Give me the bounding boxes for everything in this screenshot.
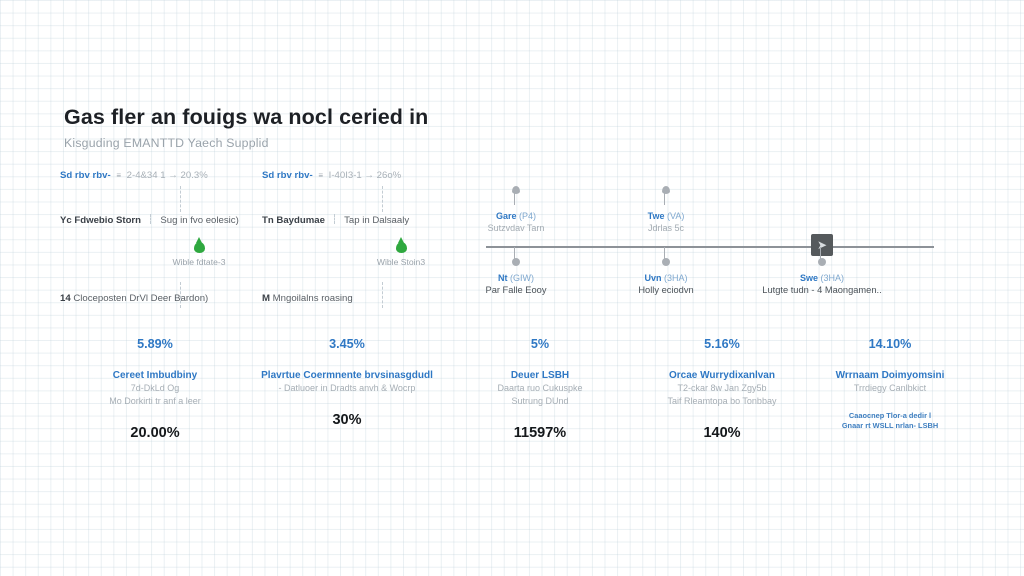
timeline-node-sub: Sutzvdav Tarn <box>487 223 545 233</box>
pin-marker-icon <box>662 247 670 266</box>
flow-row-3: M Mngoilalns roasing <box>262 293 562 305</box>
metric-block[interactable]: 5.89% Cereet Imbudbiny 7d-DkLd Og Mo Dor… <box>55 336 255 442</box>
flow-row-text: Cloceposten DrVl Deer Bardon) <box>73 293 209 304</box>
flow-pin-label: Wible fdtate-3 <box>172 257 226 267</box>
metric-percent: 3.45% <box>329 337 365 351</box>
timeline-node-key: Nt (GIW) <box>497 273 534 283</box>
metric-block[interactable]: 3.45% Plavrtue Coermnente brvsinasgdudl … <box>247 336 447 429</box>
flow-header-key: Sd rbv rbv- <box>262 170 313 181</box>
green-droplet-icon <box>193 237 205 253</box>
flow-column-2: Sd rbv rbv- ≡ I-40I3-1 → 26o% Tn Bayduma… <box>262 170 562 308</box>
metric-subline: Mo Dorkirti tr anf a leer <box>109 396 201 406</box>
green-droplet-icon <box>395 237 407 253</box>
timeline-node-key: Swe (3HA) <box>799 273 845 283</box>
timeline: Gare (P4) Sutzvdav Tarn Twe (VA) Jdrlas … <box>470 186 970 306</box>
flow-row-text: Tap in Dalsaaly <box>344 215 410 226</box>
pin-marker-icon <box>512 247 520 266</box>
timeline-node-below[interactable]: Uvn (3HA) Holly eciodvn <box>591 247 741 296</box>
timeline-axis <box>486 246 934 248</box>
flow-row-lead: Yc Fdwebio Storn <box>60 215 142 226</box>
metric-percent: 14.10% <box>868 337 912 351</box>
pin-marker-icon <box>662 186 670 205</box>
flow-header-value: I-40I3-1 → 26o% <box>328 170 402 181</box>
metric-percent: 5% <box>530 337 550 351</box>
timeline-node-above[interactable]: Twe (VA) Jdrlas 5c <box>591 186 741 234</box>
metric-block[interactable]: 5% Deuer LSBH Daarta ruo Cukuspke Sutrun… <box>440 336 640 442</box>
timeline-node-below[interactable]: Swe (3HA) Lutgte tudn - 4 Maongamen.. <box>747 247 897 296</box>
timeline-node-desc: Holly eciodvn <box>638 285 694 295</box>
page-title: Gas fler an fouigs wa nocl ceried in <box>64 105 429 129</box>
metric-subline: T2-ckar 8w Jan Zgy5b <box>677 383 767 393</box>
flow-header-value: 2-4&34 1 → 20.3% <box>126 170 208 181</box>
page-subtitle: Kisguding EMANTTD Yaech Supplid <box>64 136 269 150</box>
timeline-node-key: Gare (P4) <box>495 211 537 221</box>
flow-row-lead: M <box>262 293 270 304</box>
list-icon: ≡ <box>318 171 323 180</box>
metric-value: 20.00% <box>130 425 180 441</box>
timeline-node-sub: Jdrlas 5c <box>647 223 684 233</box>
flow-connector-top <box>382 186 383 212</box>
flow-header-2: Sd rbv rbv- ≡ I-40I3-1 → 26o% <box>262 170 562 182</box>
timeline-node-key: Twe (VA) <box>647 211 685 221</box>
metric-heading: Orcae Wurrydixanlvan <box>669 370 775 381</box>
flow-row-1: Tn Baydumae Tap in Dalsaaly <box>262 214 562 227</box>
flow-divider <box>333 214 336 224</box>
flow-divider <box>149 214 152 224</box>
timeline-node-key: Uvn (3HA) <box>644 273 688 283</box>
metric-footnote: Caaocnep Tlor-a dedir l Gnaar rt WSLL nr… <box>841 411 939 430</box>
metric-subline: Daarta ruo Cukuspke <box>497 383 583 393</box>
flow-header-1: Sd rbv rbv- ≡ 2-4&34 1 → 20.3% <box>60 170 360 182</box>
metric-subline: Trrdiegy Canlbkict <box>853 383 927 393</box>
flow-row-text: Sug in fvo eolesic) <box>160 215 239 226</box>
flow-connector-bottom <box>180 282 181 308</box>
flow-header-key: Sd rbv rbv- <box>60 170 111 181</box>
metric-heading: Plavrtue Coermnente brvsinasgdudl <box>261 370 433 381</box>
flow-row-lead: 14 <box>60 293 71 304</box>
flow-connector-top <box>180 186 181 212</box>
metric-value: 11597% <box>513 425 567 441</box>
metric-heading: Wrrnaam Doimyomsini <box>835 370 945 381</box>
timeline-node-desc: Lutgte tudn - 4 Maongamen.. <box>762 285 882 295</box>
metric-subline: Sutrung DUnd <box>511 396 569 406</box>
metric-heading: Deuer LSBH <box>510 370 570 381</box>
pin-marker-icon <box>512 186 520 205</box>
flow-pin-2: Wible Stoin3 <box>346 237 456 267</box>
flow-row-text: Mngoilalns roasing <box>272 293 353 304</box>
metric-value: 30% <box>332 412 362 428</box>
flow-row-3: 14 Cloceposten DrVl Deer Bardon) <box>60 293 360 305</box>
metric-value: 140% <box>703 425 741 441</box>
flow-connector-bottom <box>382 282 383 308</box>
metric-subline: - Datluoer in Dradts anvh & Wocrp <box>278 383 416 393</box>
metric-subline: 7d-DkLd Og <box>130 383 180 393</box>
metric-percent: 5.16% <box>704 337 740 351</box>
flow-pin-1: Wible fdtate-3 <box>144 237 254 267</box>
timeline-node-desc: Par Falle Eooy <box>485 285 547 295</box>
timeline-node-above[interactable]: Gare (P4) Sutzvdav Tarn <box>441 186 591 234</box>
flow-pin-label: Wible Stoin3 <box>376 257 426 267</box>
metric-block[interactable]: 14.10% Wrrnaam Doimyomsini Trrdiegy Canl… <box>790 336 990 430</box>
chevron-badge[interactable]: ➤ <box>811 234 833 256</box>
timeline-node-below[interactable]: Nt (GIW) Par Falle Eooy <box>441 247 591 296</box>
list-icon: ≡ <box>116 171 121 180</box>
pin-marker-icon <box>818 247 826 266</box>
metric-subline: Taif Rleamtopa bo Tonbbay <box>667 396 777 406</box>
flow-column-1: Sd rbv rbv- ≡ 2-4&34 1 → 20.3% Yc Fdwebi… <box>60 170 360 308</box>
metric-heading: Cereet Imbudbiny <box>112 370 198 381</box>
metric-block[interactable]: 5.16% Orcae Wurrydixanlvan T2-ckar 8w Ja… <box>622 336 822 442</box>
metric-percent: 5.89% <box>137 337 173 351</box>
flow-row-1: Yc Fdwebio Storn Sug in fvo eolesic) <box>60 214 360 227</box>
flow-row-lead: Tn Baydumae <box>262 215 325 226</box>
